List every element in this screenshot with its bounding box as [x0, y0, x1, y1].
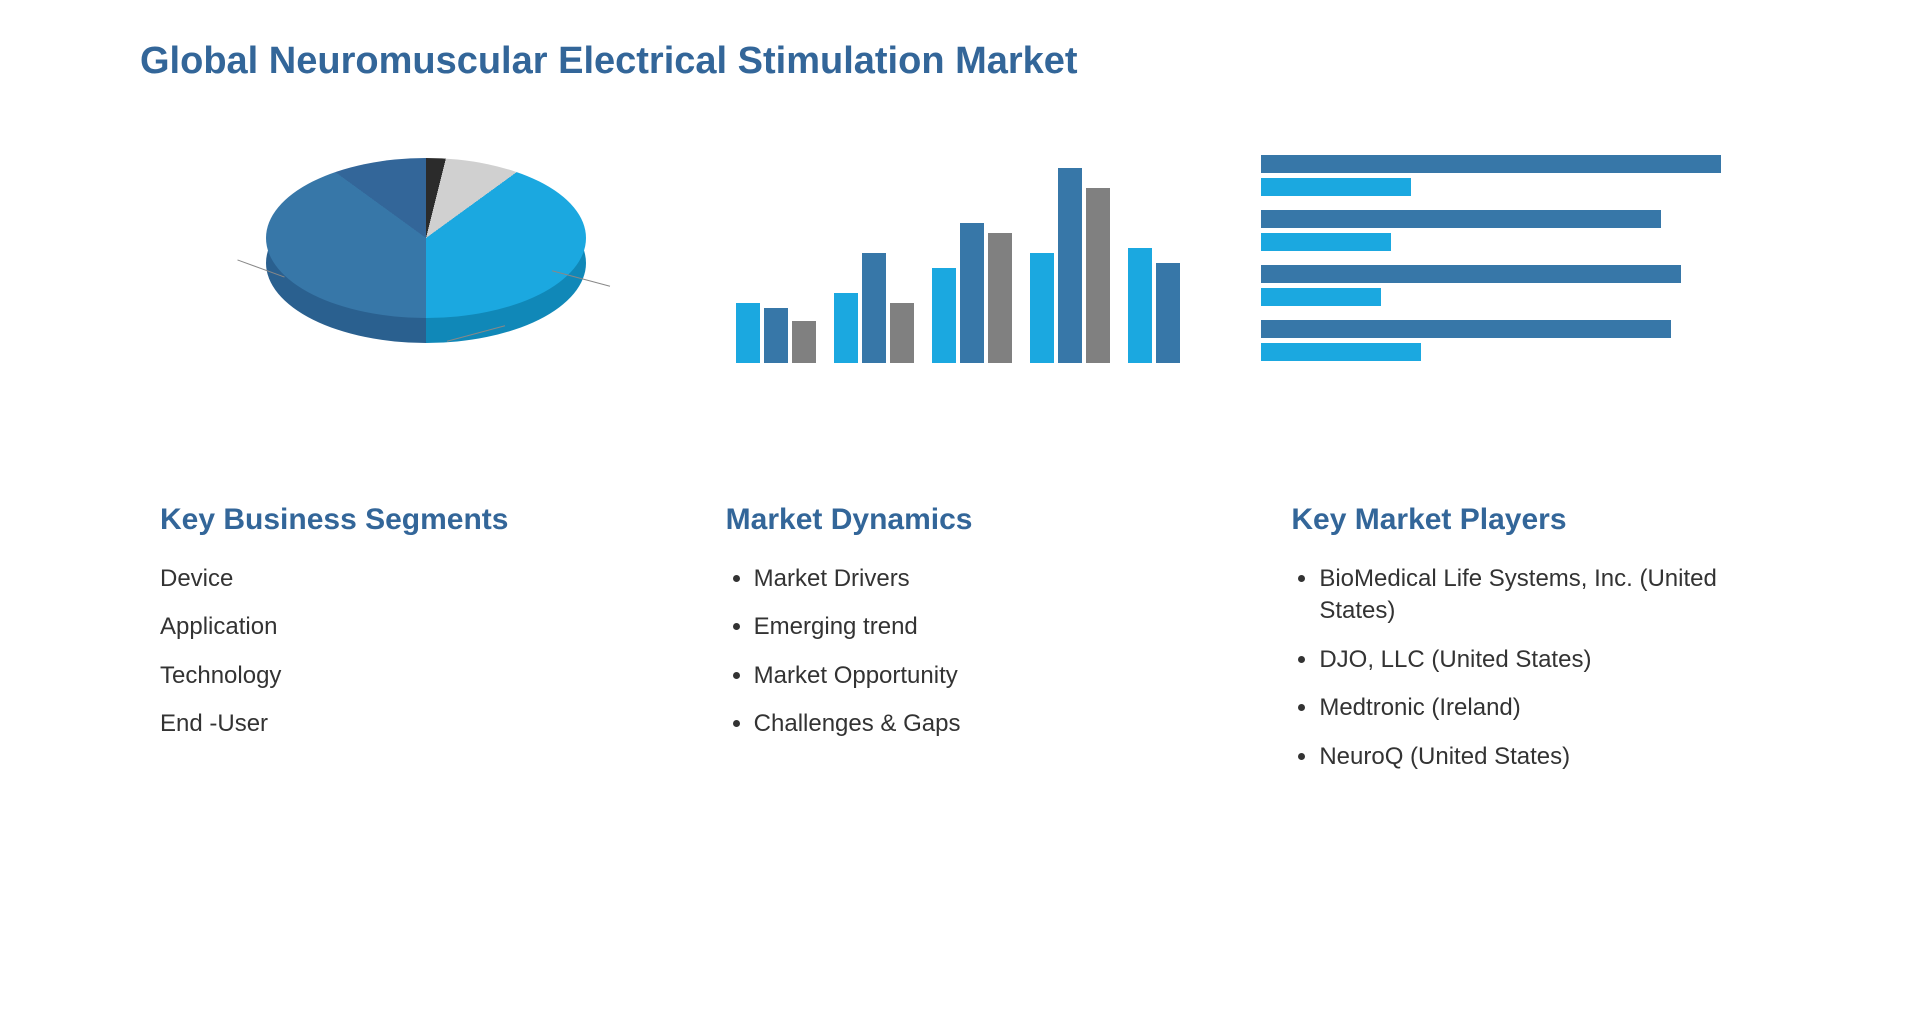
list-item: Emerging trend	[754, 611, 1192, 643]
bar	[862, 253, 886, 363]
bar-group	[736, 303, 816, 363]
list-item: Device	[160, 563, 626, 595]
bar	[960, 223, 984, 363]
dynamics-column: Market Dynamics Market Drivers Emerging t…	[726, 503, 1192, 789]
bar	[1128, 248, 1152, 363]
bar	[764, 308, 788, 363]
hbar	[1261, 265, 1681, 283]
list-item: BioMedical Life Systems, Inc. (United St…	[1319, 563, 1757, 628]
dynamics-list: Market Drivers Emerging trend Market Oppor…	[726, 563, 1192, 741]
list-item: End -User	[160, 708, 626, 740]
bar	[1058, 168, 1082, 363]
hbar	[1261, 210, 1661, 228]
hbar-pair	[1261, 210, 1721, 251]
bar	[932, 268, 956, 363]
hbar-pair	[1261, 320, 1721, 361]
list-item: Market Drivers	[754, 563, 1192, 595]
bar	[988, 233, 1012, 363]
segments-list: Device Application Technology End -User	[160, 563, 626, 741]
hbar-pair	[1261, 265, 1721, 306]
bar	[1156, 263, 1180, 363]
hbar	[1261, 155, 1721, 173]
page-title: Global Neuromuscular Electrical Stimulat…	[140, 40, 1777, 83]
hbar	[1261, 288, 1381, 306]
dynamics-heading: Market Dynamics	[726, 503, 1192, 537]
bar	[792, 321, 816, 363]
hbar	[1261, 178, 1411, 196]
list-item: Market Opportunity	[754, 660, 1192, 692]
list-item: NeuroQ (United States)	[1319, 741, 1757, 773]
hbar	[1261, 320, 1671, 338]
bar	[736, 303, 760, 363]
list-item: Medtronic (Ireland)	[1319, 692, 1757, 724]
players-list: BioMedical Life Systems, Inc. (United St…	[1291, 563, 1757, 773]
bottom-row: Key Business Segments Device Application T…	[140, 503, 1777, 789]
list-item: Technology	[160, 660, 626, 692]
bar	[890, 303, 914, 363]
list-item: Application	[160, 611, 626, 643]
players-heading: Key Market Players	[1291, 503, 1757, 537]
pie-chart	[160, 158, 692, 358]
bar	[1086, 188, 1110, 363]
hbar-chart	[1225, 155, 1757, 361]
list-item: Challenges & Gaps	[754, 708, 1192, 740]
bar	[1030, 253, 1054, 363]
players-column: Key Market Players BioMedical Life Syste…	[1291, 503, 1757, 789]
hbar	[1261, 233, 1391, 251]
bar-group	[1128, 248, 1180, 363]
list-item: DJO, LLC (United States)	[1319, 644, 1757, 676]
bar-group	[932, 223, 1012, 363]
bar	[834, 293, 858, 363]
bar-chart	[692, 153, 1224, 363]
hbar	[1261, 343, 1421, 361]
segments-heading: Key Business Segments	[160, 503, 626, 537]
bar-group	[1030, 168, 1110, 363]
hbar-pair	[1261, 155, 1721, 196]
bar-group	[834, 253, 914, 363]
charts-row	[140, 153, 1777, 363]
segments-column: Key Business Segments Device Application T…	[160, 503, 626, 789]
